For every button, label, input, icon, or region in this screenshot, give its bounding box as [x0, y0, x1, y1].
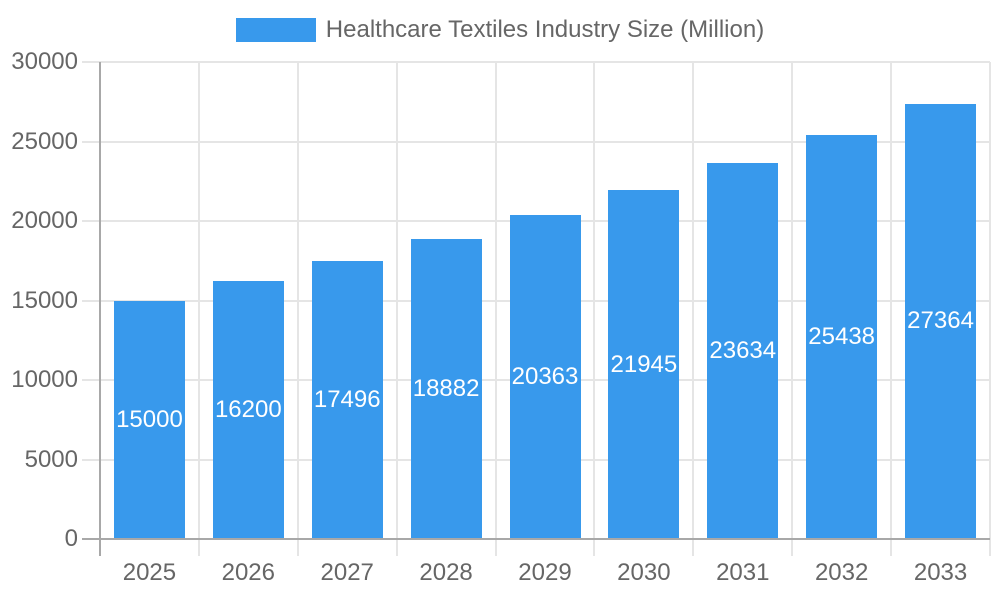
bar[interactable]: 21945	[608, 190, 680, 539]
x-axis-tick	[395, 539, 398, 556]
y-axis-tick-label: 25000	[11, 127, 78, 155]
y-axis-tick	[82, 220, 100, 222]
gridline-vertical	[692, 62, 695, 539]
bar-value-label: 25438	[808, 322, 876, 350]
bar[interactable]: 16200	[212, 281, 284, 539]
y-axis-tick	[82, 458, 100, 461]
gridline-vertical	[296, 62, 299, 539]
bar-value-label: 15000	[116, 405, 183, 433]
x-axis-tick	[296, 539, 299, 556]
y-axis-tick	[82, 538, 100, 540]
x-axis-tick	[99, 539, 101, 556]
gridline-vertical	[890, 62, 893, 539]
y-axis-tick	[82, 299, 100, 302]
x-axis-tick-label: 2031	[716, 559, 770, 586]
bar[interactable]: 18882	[410, 238, 482, 539]
x-axis-tick	[494, 539, 497, 556]
y-axis-tick	[82, 61, 100, 63]
x-axis-baseline	[100, 538, 990, 540]
x-axis-tick-label: 2030	[617, 559, 671, 586]
legend-label: Healthcare Textiles Industry Size (Milli…	[325, 16, 765, 43]
x-axis-tick	[791, 539, 794, 556]
gridline-vertical	[791, 62, 794, 539]
x-axis-tick-label: 2029	[518, 559, 572, 586]
bar-value-label: 16200	[214, 396, 282, 424]
x-axis-tick	[692, 539, 695, 556]
x-axis-tick	[989, 539, 991, 556]
legend-item[interactable]: Healthcare Textiles Industry Size (Milli…	[235, 16, 765, 43]
y-axis-tick-label: 30000	[11, 48, 78, 75]
x-axis-tick-label: 2025	[122, 559, 177, 586]
x-axis-tick-label: 2026	[221, 559, 275, 586]
y-axis-tick-label: 10000	[11, 366, 78, 393]
y-axis-line	[99, 62, 101, 539]
y-axis-tick	[82, 140, 100, 143]
x-axis-tick-label: 2028	[419, 559, 473, 586]
bar[interactable]: 25438	[806, 134, 878, 539]
gridline-vertical	[395, 62, 398, 539]
gridline-horizontal	[100, 61, 990, 63]
gridline-vertical	[989, 62, 991, 539]
x-axis-tick	[593, 539, 596, 556]
bar[interactable]: 20363	[509, 215, 581, 539]
gridline-vertical	[197, 62, 200, 539]
x-axis-tick-label: 2033	[913, 559, 968, 586]
bar-value-label: 23634	[709, 337, 777, 365]
bar-value-label: 18882	[412, 374, 480, 402]
y-axis-tick	[82, 379, 100, 381]
bar[interactable]: 23634	[707, 163, 779, 539]
bar[interactable]: 17496	[311, 260, 383, 539]
bar-value-label: 17496	[313, 385, 381, 413]
legend-swatch	[235, 18, 316, 42]
bar-value-label: 21945	[610, 350, 678, 378]
bar[interactable]: 27364	[905, 103, 977, 539]
legend: Healthcare Textiles Industry Size (Milli…	[0, 17, 1000, 43]
bar[interactable]: 15000	[113, 300, 185, 539]
bar-value-label: 27364	[907, 307, 974, 335]
gridline-horizontal	[100, 140, 990, 143]
y-axis-tick-label: 5000	[24, 445, 78, 473]
y-axis-tick-label: 15000	[11, 286, 78, 314]
x-axis-tick	[197, 539, 200, 556]
gridline-vertical	[593, 62, 596, 539]
x-axis-tick-label: 2032	[814, 559, 869, 586]
x-axis-tick	[890, 539, 893, 556]
x-axis-tick-label: 2027	[320, 559, 374, 586]
y-axis-tick-label: 0	[64, 525, 78, 552]
bar-value-label: 20363	[511, 363, 579, 391]
y-axis-tick-label: 20000	[11, 207, 78, 234]
gridline-vertical	[494, 62, 497, 539]
